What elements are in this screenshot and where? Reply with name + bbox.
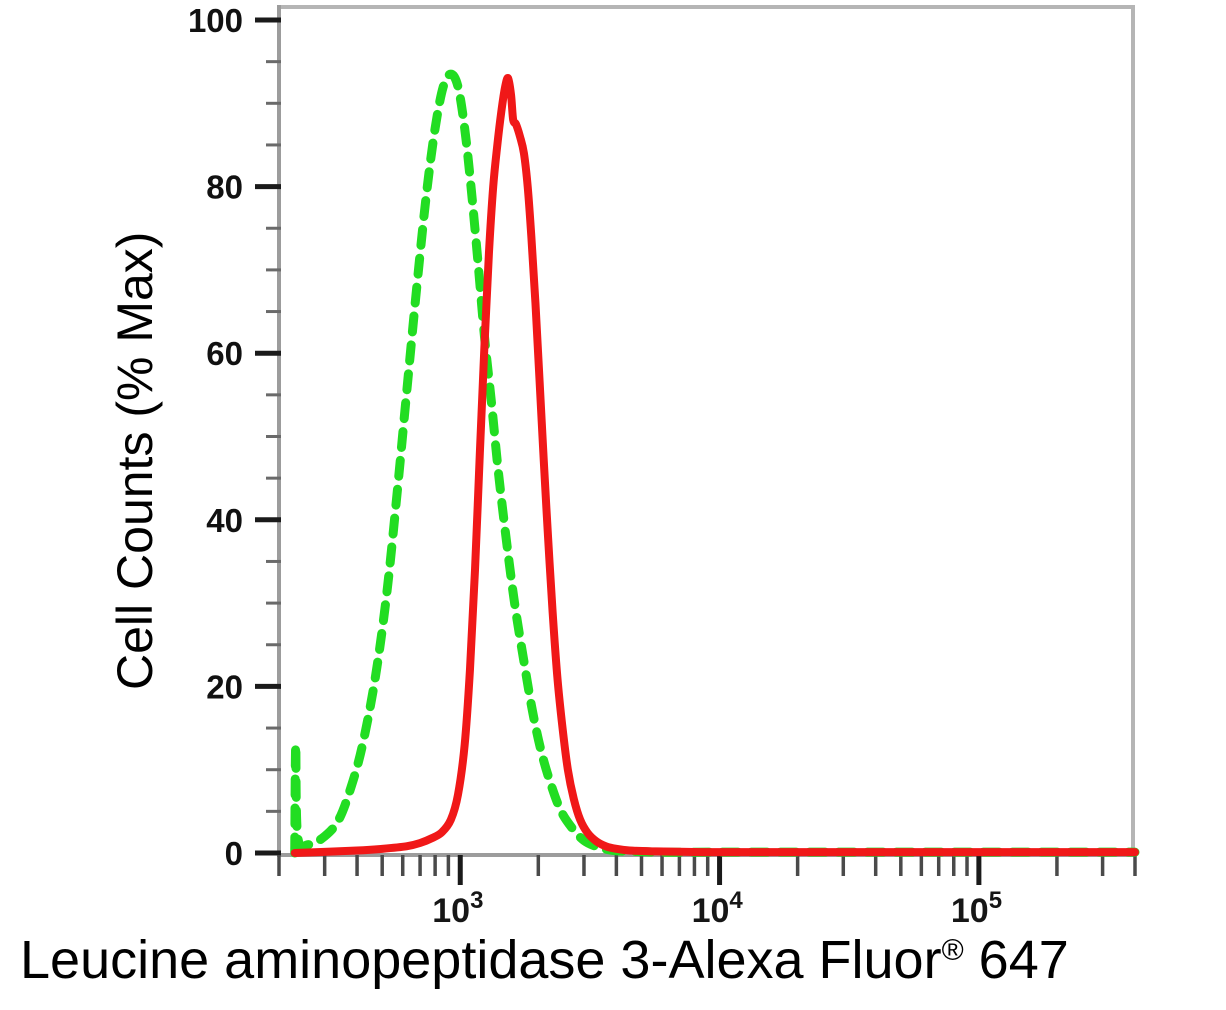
plot-background <box>277 5 1135 853</box>
x-tick-label-exponent: 3 <box>470 887 483 914</box>
y-axis-ticks <box>255 17 281 856</box>
x-axis-title-main: Leucine aminopeptidase 3-Alexa Fluor <box>20 930 942 990</box>
plot-frame-top-right <box>277 5 1135 851</box>
y-tick-label: 20 <box>206 668 243 705</box>
x-tick-label: 104 <box>692 887 744 930</box>
x-axis-tick-labels: 103 104 105 <box>432 887 1002 930</box>
y-tick-label: 60 <box>206 335 243 372</box>
x-tick-label-base: 10 <box>432 892 470 930</box>
y-axis-title: Cell Counts (% Max) <box>107 232 163 690</box>
y-tick-label: 80 <box>206 169 243 206</box>
x-tick-label-exponent: 4 <box>729 887 743 914</box>
data-series-group <box>290 69 1140 858</box>
x-tick-label-base: 10 <box>692 892 730 930</box>
x-tick-label-base: 10 <box>951 892 989 930</box>
y-axis-tick-labels: 0 20 40 60 80 100 <box>188 2 243 872</box>
x-tick-label: 103 <box>432 887 483 930</box>
y-tick-label: 100 <box>188 2 243 39</box>
y-tick-label: 0 <box>225 835 243 872</box>
x-tick-label-exponent: 5 <box>989 887 1002 914</box>
series-curve-leucine-aminopeptidase-3-stain <box>290 74 1139 857</box>
y-tick-label: 40 <box>206 502 243 539</box>
x-axis-title-tail: 647 <box>964 930 1069 990</box>
x-tick-label: 105 <box>951 887 1002 930</box>
x-axis-title: Leucine aminopeptidase 3-Alexa Fluor® 64… <box>20 930 1069 990</box>
x-axis-title-superscript: ® <box>942 934 964 967</box>
x-axis-ticks <box>277 855 1137 885</box>
